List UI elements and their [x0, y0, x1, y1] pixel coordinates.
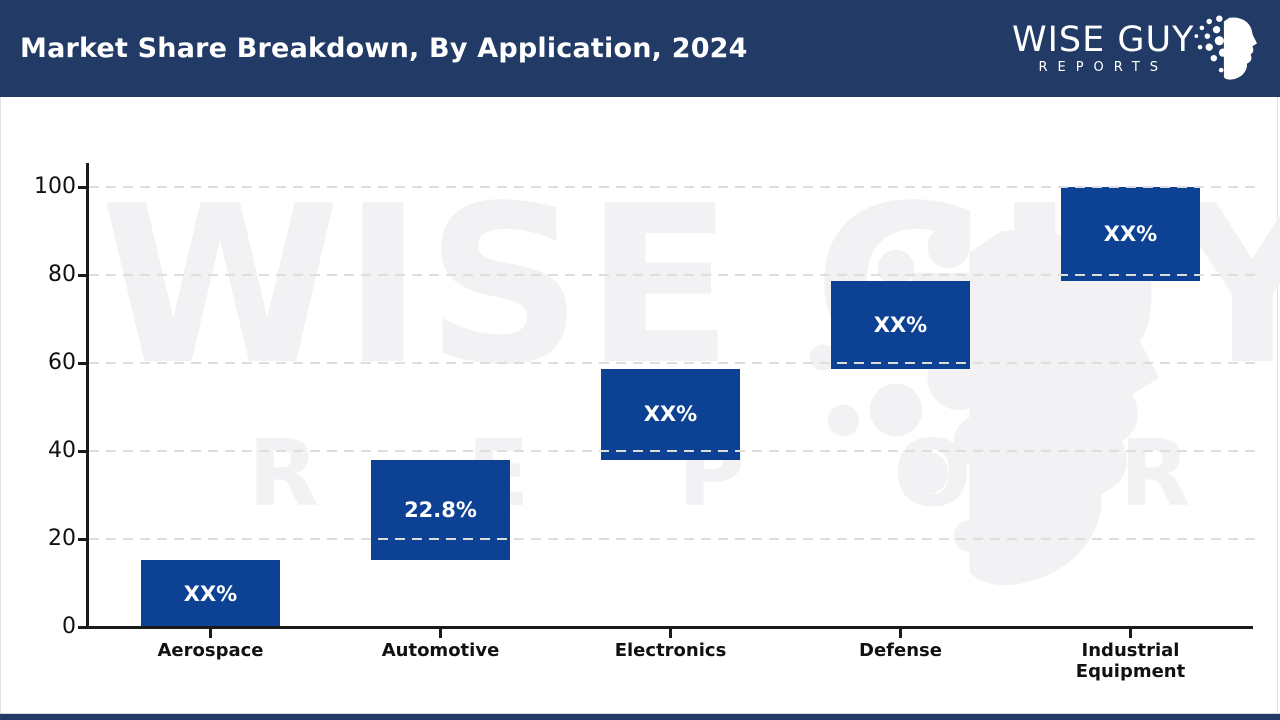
y-tick-20 — [78, 537, 87, 541]
y-tick-40 — [78, 449, 87, 453]
x-tick-5 — [1129, 629, 1132, 638]
x-label-automotive: Automotive — [381, 640, 500, 661]
y-tick-80 — [78, 273, 87, 277]
x-tick-1 — [209, 629, 212, 638]
gridline-100 — [89, 186, 1262, 188]
x-label-defense: Defense — [859, 640, 942, 661]
brand-head-icon — [1194, 15, 1257, 80]
bar-industrial-equipment: XX% — [1061, 187, 1200, 282]
gridline-80 — [89, 274, 1262, 276]
x-label-aerospace: Aerospace — [157, 640, 264, 661]
x-tick-4 — [899, 629, 902, 638]
brand-name: WISE GUY — [1012, 20, 1195, 60]
x-tick-2 — [439, 629, 442, 638]
bar-electronics: XX% — [601, 369, 740, 460]
footer-bar — [0, 713, 1280, 720]
y-tick-label-40: 40 — [48, 438, 76, 463]
y-tick-100 — [78, 185, 87, 189]
bar-value-label: 22.8% — [404, 497, 477, 522]
y-tick-label-20: 20 — [48, 526, 76, 551]
bar-value-label: XX% — [873, 313, 928, 338]
y-tick-label-60: 60 — [48, 350, 76, 375]
y-tick-label-0: 0 — [62, 614, 76, 639]
gridline-40 — [89, 450, 1262, 452]
x-label-industrial-equipment: Industrial Equipment — [1075, 640, 1186, 682]
header-bar: Market Share Breakdown, By Application, … — [0, 0, 1280, 97]
gridline-60 — [89, 362, 1262, 364]
bar-value-label: XX% — [1103, 222, 1158, 247]
y-tick-label-100: 100 — [34, 174, 76, 199]
bar-value-label: XX% — [183, 581, 238, 606]
brand-tagline: REPORTS — [1038, 60, 1169, 75]
brand-logo-text: WISE GUY REPORTS — [1012, 22, 1195, 76]
gridline-20 — [89, 538, 1262, 540]
page-title: Market Share Breakdown, By Application, … — [20, 33, 748, 64]
bar-automotive: 22.8% — [371, 459, 510, 561]
watermark-head-icon — [809, 226, 1159, 586]
x-tick-3 — [669, 629, 672, 638]
bar-value-label: XX% — [643, 402, 698, 427]
y-tick-60 — [78, 361, 87, 365]
y-tick-0 — [78, 625, 87, 629]
y-axis — [85, 163, 89, 629]
brand-logo: WISE GUY REPORTS — [1012, 8, 1262, 90]
x-label-electronics: Electronics — [614, 640, 727, 661]
bar-aerospace: XX% — [141, 560, 280, 627]
x-axis — [85, 625, 1253, 629]
bar-defense: XX% — [831, 281, 970, 370]
y-tick-label-80: 80 — [48, 262, 76, 287]
